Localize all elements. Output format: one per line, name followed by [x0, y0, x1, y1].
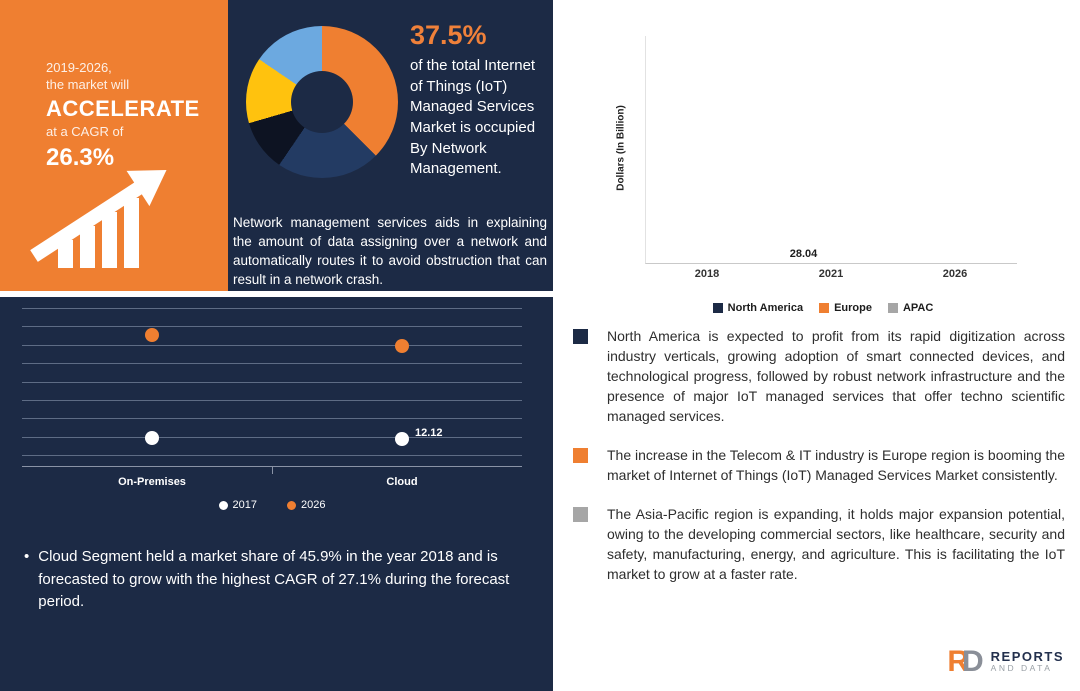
note-europe: The increase in the Telecom & IT industr… [573, 445, 1065, 485]
bar-axis-tick-2021: 2021 [818, 268, 844, 280]
segment-dot-chart: 12.12 On-Premises Cloud 2017 2026 [22, 308, 522, 533]
bar-legend-item: Europe [819, 302, 872, 314]
legend-label: APAC [902, 302, 934, 314]
promo-accelerate: ACCELERATE [46, 95, 200, 121]
bar-axis-tick-2026: 2026 [942, 268, 968, 280]
legend-swatch-icon [819, 303, 830, 313]
gridline [22, 418, 522, 420]
legend-label: 2017 [232, 499, 257, 511]
legend-swatch-icon [712, 303, 723, 313]
donut-chart [246, 26, 398, 178]
orange-square-bullet-icon [573, 448, 588, 464]
note-north-america: North America is expected to profit from… [573, 326, 1065, 426]
note-apac: The Asia-Pacific region is expanding, it… [573, 504, 1065, 584]
gridline [22, 363, 522, 365]
cagr-promo-box: 2019-2026, the market will ACCELERATE at… [0, 0, 228, 291]
dot-2017-cloud [395, 431, 409, 446]
dot-legend-item: 2026 [287, 499, 325, 511]
logo-text: REPORTS AND DATA [990, 649, 1064, 674]
gridline [22, 455, 522, 457]
reports-and-data-logo: R D REPORTS AND DATA [947, 645, 1064, 679]
logo-title: REPORTS [990, 649, 1064, 665]
legend-swatch-icon [887, 303, 898, 313]
logo-mark-r: R [947, 645, 969, 678]
donut-section: 37.5% of the total Internet of Things (I… [228, 0, 553, 291]
promo-period: 2019-2026, [46, 60, 112, 75]
promo-cagr-value: 26.3% [46, 144, 115, 172]
promo-line4: at a CAGR of [46, 124, 124, 140]
dot-2026-cloud [395, 339, 409, 354]
gridline [22, 344, 522, 346]
legend-label: 2026 [301, 499, 326, 511]
legend-label: North America [727, 302, 804, 314]
dot-axis-tick [272, 466, 273, 474]
dot-data-label: 12.12 [415, 426, 443, 439]
gridline [22, 308, 522, 309]
dot-legend-item: 2017 [218, 499, 257, 511]
growth-arrow-icon [30, 169, 167, 268]
region-notes: North America is expected to profit from… [573, 326, 1065, 584]
bar-axis-tick-2018: 2018 [694, 268, 720, 280]
dot-2026-on-premises [145, 328, 159, 343]
logo-subtitle: AND DATA [990, 663, 1053, 674]
rd-monogram-icon: R D [947, 645, 983, 679]
panel-divider [0, 291, 553, 297]
dot-legend: 2017 2026 [22, 499, 522, 511]
logo-mark-d: D [961, 645, 984, 678]
left-panel: 2019-2026, the market will ACCELERATE at… [0, 0, 553, 691]
gridline [22, 381, 522, 383]
legend-label: Europe [834, 302, 872, 314]
bar-legend: North America Europe APAC [593, 302, 1053, 314]
dot-2017-on-premises [145, 430, 159, 445]
donut-hole [291, 71, 353, 133]
note-europe-text: The increase in the Telecom & IT industr… [607, 447, 1065, 484]
bar-categories: 2018 2021 2026 [645, 268, 1017, 280]
gray-square-bullet-icon [573, 507, 588, 523]
bar-data-label: 28.04 [789, 248, 818, 260]
gridline [22, 400, 522, 401]
dot-grid [22, 308, 522, 478]
bar-legend-item: North America [712, 302, 804, 314]
note-apac-text: The Asia-Pacific region is expanding, it… [607, 506, 1065, 583]
bar-legend-item: APAC [887, 302, 934, 314]
dot-category-label-cloud: Cloud [386, 476, 418, 488]
bar-plot: 28.04 [645, 36, 1017, 264]
network-management-paragraph: Network management services aids in expl… [233, 215, 547, 288]
legend-dot-icon [218, 500, 228, 510]
gridline [22, 326, 522, 328]
regional-bar-chart: Dollars (In Billion) 28.04 2018 2021 2026 … [593, 36, 1053, 314]
dot-plot: 12.12 [22, 308, 522, 478]
right-panel: Dollars (In Billion) 28.04 2018 2021 2026 … [553, 0, 1080, 691]
dot-categories: On-Premises Cloud [22, 476, 522, 492]
stat-description: of the total Internet of Things (IoT) Ma… [410, 57, 536, 178]
cloud-segment-note: Cloud Segment held a market share of 45.… [24, 546, 530, 614]
donut-stat-column: 37.5% of the total Internet of Things (I… [410, 20, 548, 180]
gridline [22, 436, 522, 438]
cagr-promo-text: 2019-2026, the market will ACCELERATE at… [46, 60, 200, 173]
navy-square-bullet-icon [573, 329, 588, 344]
bar-y-axis-label: Dollars (In Billion) [615, 105, 627, 191]
cloud-segment-note-text: Cloud Segment held a market share of 45.… [38, 548, 510, 610]
dot-category-label-on-premises: On-Premises [118, 476, 186, 488]
legend-dot-icon [287, 500, 296, 510]
stat-value: 37.5% [410, 20, 487, 50]
promo-line2: the market will [46, 76, 130, 92]
note-north-america-text: North America is expected to profit from… [607, 328, 1065, 425]
